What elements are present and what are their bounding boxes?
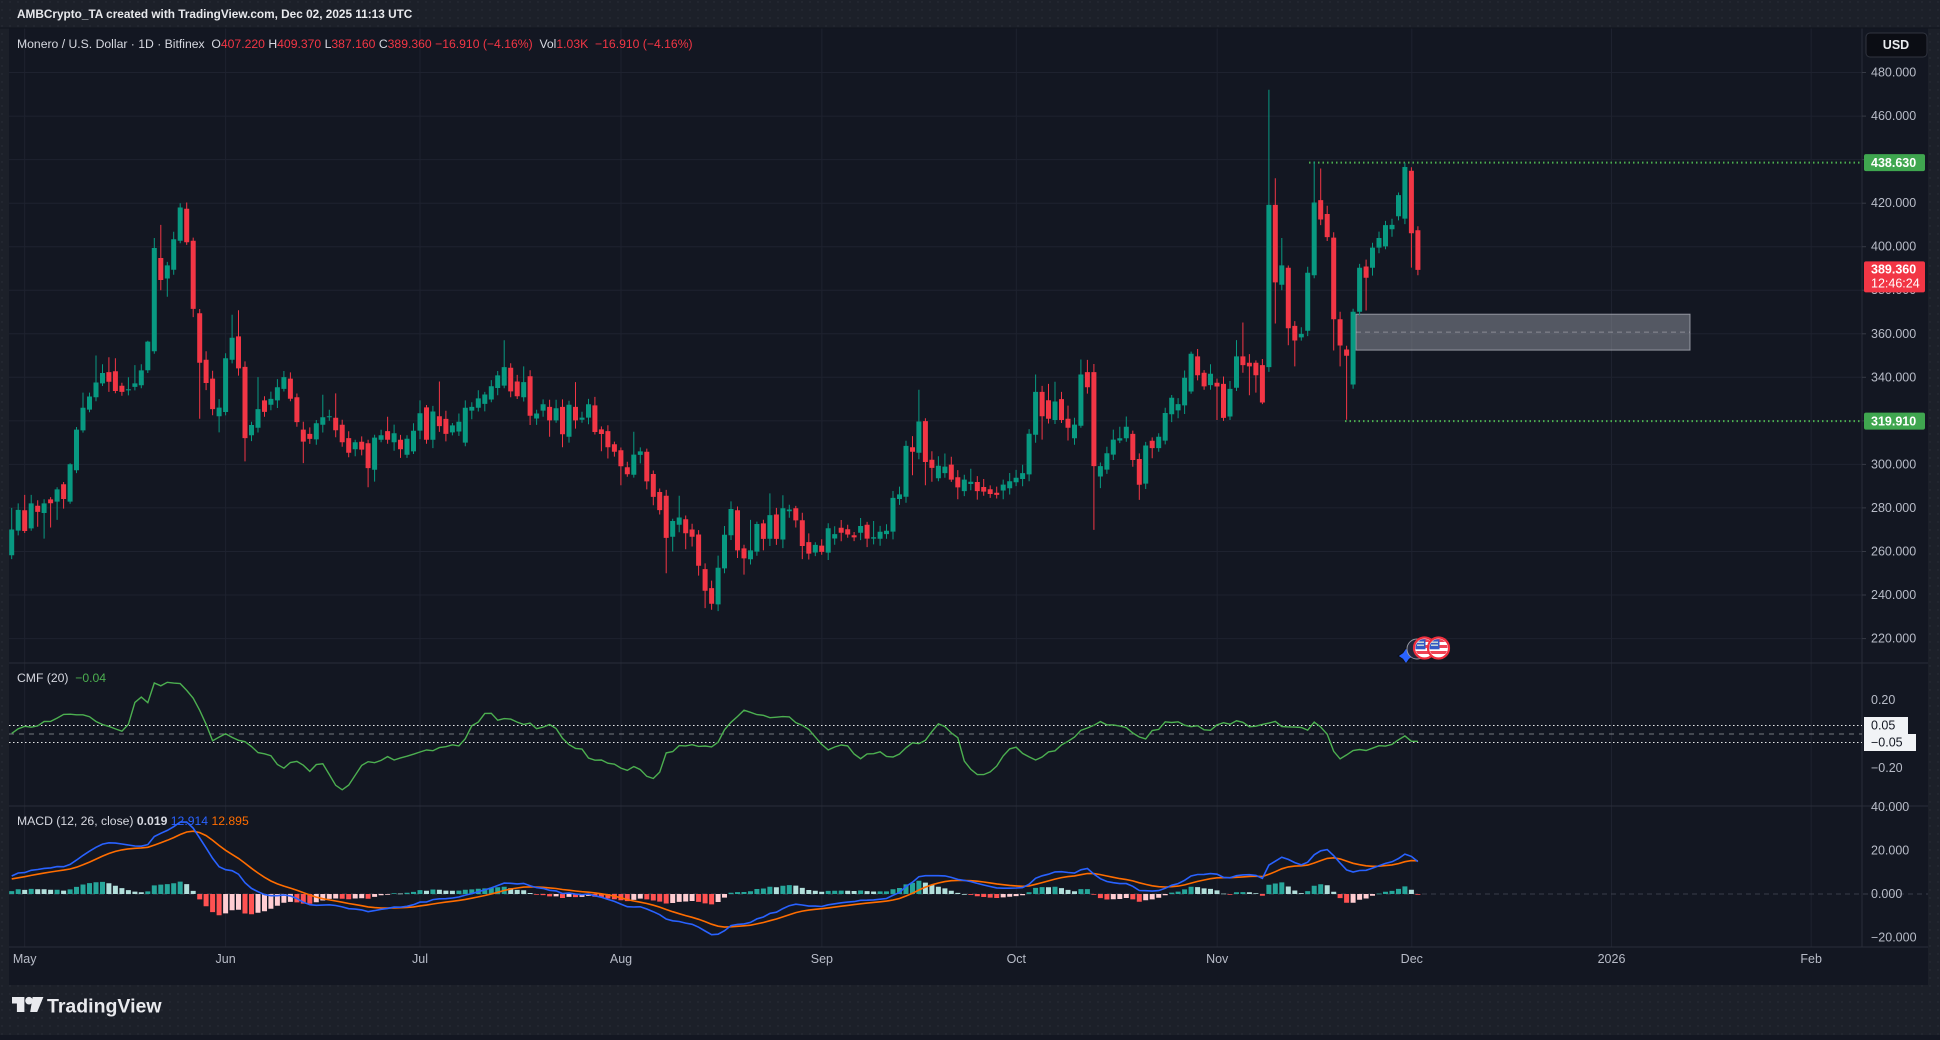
- svg-text:12:46:24: 12:46:24: [1871, 276, 1920, 290]
- svg-text:0.20: 0.20: [1871, 693, 1895, 707]
- svg-text:20.000: 20.000: [1871, 844, 1909, 858]
- svg-text:360.000: 360.000: [1871, 327, 1916, 341]
- svg-text:−0.20: −0.20: [1871, 761, 1903, 775]
- svg-text:Monero / U.S. Dollar · 1D · Bi: Monero / U.S. Dollar · 1D · Bitfinex O40…: [17, 37, 693, 51]
- svg-text:May: May: [13, 952, 37, 966]
- svg-text:Nov: Nov: [1206, 952, 1229, 966]
- svg-text:−0.05: −0.05: [1871, 736, 1903, 750]
- svg-text:300.000: 300.000: [1871, 457, 1916, 471]
- svg-text:400.000: 400.000: [1871, 240, 1916, 254]
- svg-text:Dec: Dec: [1401, 952, 1423, 966]
- svg-text:319.910: 319.910: [1871, 414, 1916, 428]
- svg-text:260.000: 260.000: [1871, 545, 1916, 559]
- svg-text:Jun: Jun: [216, 952, 236, 966]
- svg-text:438.630: 438.630: [1871, 156, 1916, 170]
- svg-text:240.000: 240.000: [1871, 588, 1916, 602]
- svg-text:CMF (20) −0.04: CMF (20) −0.04: [17, 671, 106, 685]
- svg-text:460.000: 460.000: [1871, 109, 1916, 123]
- svg-text:0.05: 0.05: [1871, 719, 1895, 733]
- svg-text:Aug: Aug: [610, 952, 632, 966]
- svg-text:0.000: 0.000: [1871, 887, 1902, 901]
- svg-text:Feb: Feb: [1800, 952, 1822, 966]
- svg-text:−20.000: −20.000: [1871, 931, 1917, 945]
- svg-text:Oct: Oct: [1007, 952, 1027, 966]
- svg-text:TradingView: TradingView: [47, 996, 162, 1018]
- svg-text:480.000: 480.000: [1871, 66, 1916, 80]
- svg-text:AMBCrypto_TA created with Trad: AMBCrypto_TA created with TradingView.co…: [17, 7, 413, 21]
- svg-text:2026: 2026: [1598, 952, 1626, 966]
- svg-text:420.000: 420.000: [1871, 196, 1916, 210]
- svg-text:389.360: 389.360: [1871, 262, 1916, 276]
- svg-text:USD: USD: [1883, 38, 1909, 52]
- svg-text:40.000: 40.000: [1871, 800, 1909, 814]
- svg-text:Jul: Jul: [412, 952, 428, 966]
- svg-text:340.000: 340.000: [1871, 370, 1916, 384]
- svg-text:220.000: 220.000: [1871, 632, 1916, 646]
- svg-text:MACD (12, 26, close) 0.019 12.: MACD (12, 26, close) 0.019 12.914 12.895: [17, 814, 249, 828]
- svg-text:280.000: 280.000: [1871, 501, 1916, 515]
- svg-text:Sep: Sep: [811, 952, 833, 966]
